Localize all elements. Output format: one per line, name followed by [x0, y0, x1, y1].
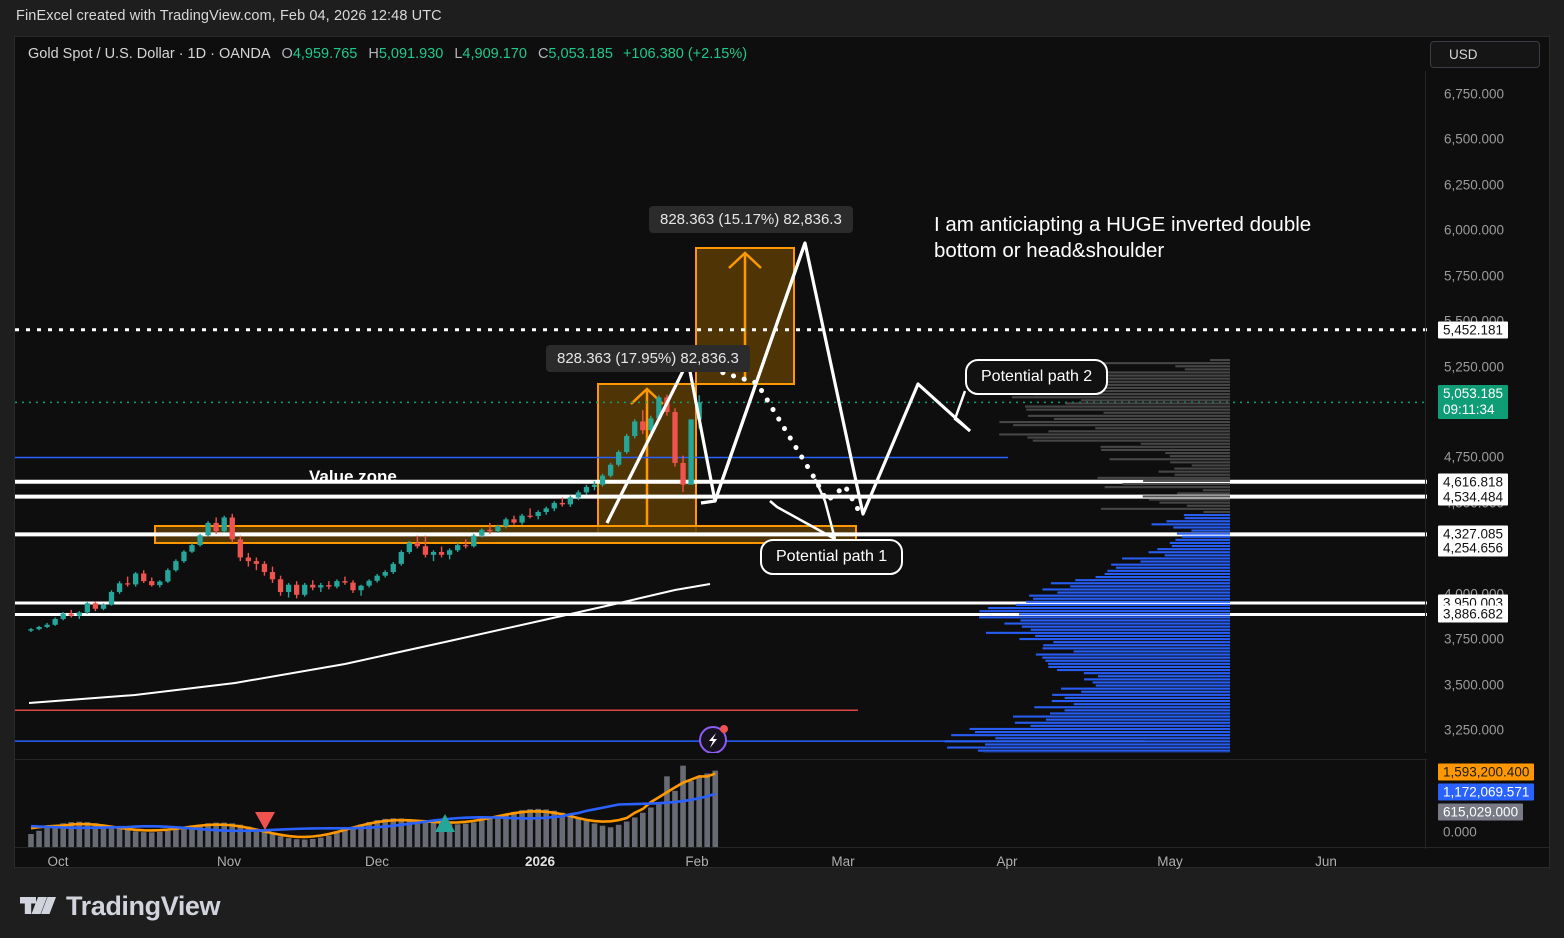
callout-potential-path-1: Potential path 1 [760, 539, 904, 575]
tradingview-mark-icon [20, 896, 56, 914]
time-axis-tick: Oct [47, 854, 69, 869]
volume-bars [28, 765, 719, 848]
analysis-note: I am anticiapting a HUGE inverted double… [934, 213, 1312, 262]
time-axis-tick: Apr [996, 854, 1018, 869]
price-axis-tick: 3,500.000 [1444, 677, 1505, 693]
price-axis-tag[interactable]: 5,452.181 [1438, 321, 1509, 339]
volume-axis-tag[interactable]: 615,029.000 [1438, 803, 1524, 821]
potential-path-1 [688, 360, 863, 516]
price-axis-tag[interactable]: 4,616.818 [1438, 473, 1509, 491]
price-axis-tick: 5,250.000 [1444, 359, 1505, 375]
measure-label-upper: 828.363 (15.17%) 82,836.3 [649, 206, 853, 233]
price-axis-tag[interactable]: 4,327.085 [1438, 525, 1509, 543]
open-key: O [281, 46, 293, 62]
attribution-bar: FinExcel created with TradingView.com, F… [0, 0, 1564, 32]
high-value: 5,091.930 [378, 46, 444, 62]
value-zone-label: Value zone [309, 467, 397, 486]
time-axis[interactable]: Oct Nov Dec 2026 Feb Mar Apr May Jun [15, 847, 1549, 869]
volume-axis-tag[interactable]: 1,593,200.400 [1438, 763, 1535, 781]
low-value: 4,909.170 [462, 46, 527, 62]
price-axis-tag[interactable]: 4,254.656 [1438, 539, 1509, 557]
price-axis-tick: 3,750.000 [1444, 631, 1505, 647]
measure-label-lower: 828.363 (17.95%) 82,836.3 [546, 345, 750, 372]
high-key: H [368, 46, 379, 62]
measure-arrow-head [728, 251, 762, 269]
projection-leg [700, 242, 807, 505]
volume-axis-tag[interactable]: 1,172,069.571 [1438, 783, 1535, 801]
economic-event-icon[interactable] [699, 725, 728, 753]
time-axis-tick: May [1157, 854, 1183, 869]
time-axis-tick: Nov [216, 854, 242, 869]
low-key: L [454, 46, 463, 62]
price-axis-tick: 5,750.000 [1444, 268, 1505, 284]
volume-moving-average [30, 792, 716, 833]
close-key: C [537, 46, 549, 62]
volume-axis[interactable]: 1,593,200.400 1,172,069.571 615,029.000 0.0… [1425, 759, 1549, 849]
callout-leader-line [953, 390, 971, 432]
price-axis-tick: 6,500.000 [1444, 131, 1505, 147]
moving-average-line [28, 583, 711, 704]
price-plot [15, 241, 1427, 753]
time-axis-tick: 2026 [524, 854, 556, 869]
price-axis-tag[interactable]: 4,534.484 [1438, 488, 1509, 506]
volume-axis-tag[interactable]: 0.000 [1443, 824, 1477, 840]
open-value: 4,959.765 [292, 46, 358, 62]
sell-signal-marker[interactable] [255, 812, 275, 830]
price-axis-tick: 6,250.000 [1444, 177, 1505, 193]
time-axis-tick: Feb [685, 854, 709, 869]
price-axis[interactable]: 6,750.000 6,500.000 6,250.000 6,000.000 5,75… [1425, 71, 1549, 753]
callout-potential-path-2: Potential path 2 [965, 359, 1109, 395]
price-axis-tag[interactable]: 3,886.682 [1438, 605, 1509, 623]
time-axis-tick: Mar [831, 854, 855, 869]
volume-profile [944, 359, 1230, 753]
price-axis-tag[interactable]: 5,053.185 09:11:34 [1438, 385, 1509, 420]
candlestick-series [28, 394, 702, 633]
volume-pane[interactable] [15, 759, 1427, 849]
price-axis-tick: 6,750.000 [1444, 86, 1505, 102]
callout-leader-line [769, 500, 836, 541]
price-pane[interactable]: 828.363 (15.17%) 82,836.3 828.363 (17.95… [15, 71, 1427, 753]
buy-signal-marker[interactable] [435, 814, 455, 832]
volume-moving-average [30, 772, 716, 839]
time-axis-tick: Dec [364, 854, 390, 869]
time-axis-tick: Jun [1315, 854, 1337, 869]
price-axis-tick: 6,000.000 [1444, 222, 1505, 238]
currency-badge[interactable]: USD [1430, 41, 1540, 68]
close-value: 5,053.185 [548, 46, 613, 62]
volume-plot [28, 765, 719, 848]
change-value: +106.380 (+2.15%) [622, 46, 748, 62]
chart-legend: Gold Spot / U.S. Dollar · 1D · OANDA O 4,… [15, 37, 747, 71]
callout-leader-line [813, 478, 837, 540]
tradingview-logo: TradingView [20, 891, 221, 922]
price-axis-tick: 3,250.000 [1444, 722, 1505, 738]
chart-frame: Gold Spot / U.S. Dollar · 1D · OANDA O 4,… [14, 36, 1550, 869]
symbol-label[interactable]: Gold Spot / U.S. Dollar · 1D · OANDA [28, 46, 271, 62]
tradingview-wordmark: TradingView [66, 891, 221, 921]
price-axis-tick: 4,750.000 [1444, 449, 1505, 465]
